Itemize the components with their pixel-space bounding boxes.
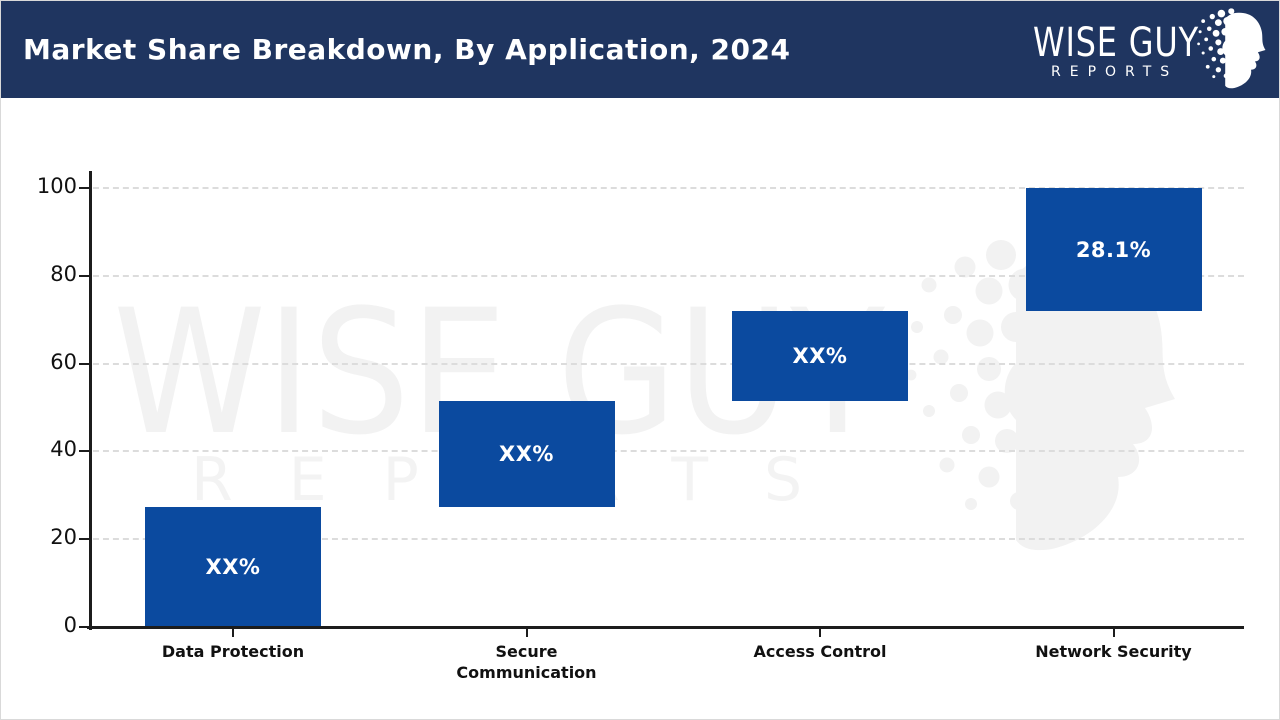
y-tick-label: 80 [50,261,77,286]
logo-face-icon [1191,7,1267,93]
page-title: Market Share Breakdown, By Application, … [23,33,791,66]
y-tick-label: 40 [50,437,77,462]
y-tick-label: 60 [50,349,77,374]
grid-line [93,274,1244,277]
y-tick [79,187,89,189]
grid-line [93,187,1244,189]
x-category-label: Data Protection [161,642,305,661]
y-tick [79,626,89,628]
grid-line [93,450,1244,453]
bar-value-label: XX% [205,555,261,580]
bar-value-label: XX% [499,442,554,467]
bar: XX% [145,507,321,627]
x-axis [87,626,1244,629]
bar-value-label: XX% [792,344,848,369]
x-category-label: Access Control [753,642,887,661]
x-category-label: Network Security [1035,642,1192,661]
grid-line [93,362,1244,365]
y-tick [79,538,89,541]
y-tick [79,450,89,453]
y-tick [79,362,89,365]
wiseguy-logo: WISE GUY REPORTS [1017,4,1269,96]
x-tick [525,629,528,637]
x-tick [1112,629,1115,637]
y-axis [89,171,92,630]
x-tick [232,629,234,637]
logo-text-reports: REPORTS [1051,63,1179,80]
header-bar: Market Share Breakdown, By Application, … [1,1,1279,98]
y-tick [79,274,89,277]
y-tick-label: 100 [36,174,77,198]
y-tick-label: 0 [63,613,77,637]
bar: XX% [732,311,908,401]
bar-value-label: 28.1% [1075,237,1152,262]
logo-text-wiseguy: WISE GUY [1033,19,1199,66]
bar: 28.1% [1025,188,1202,312]
x-category-label: Secure Communication [456,642,597,682]
y-tick-label: 20 [50,525,77,550]
grid-line [93,538,1244,541]
x-tick [819,629,821,637]
bar: XX% [438,400,615,508]
